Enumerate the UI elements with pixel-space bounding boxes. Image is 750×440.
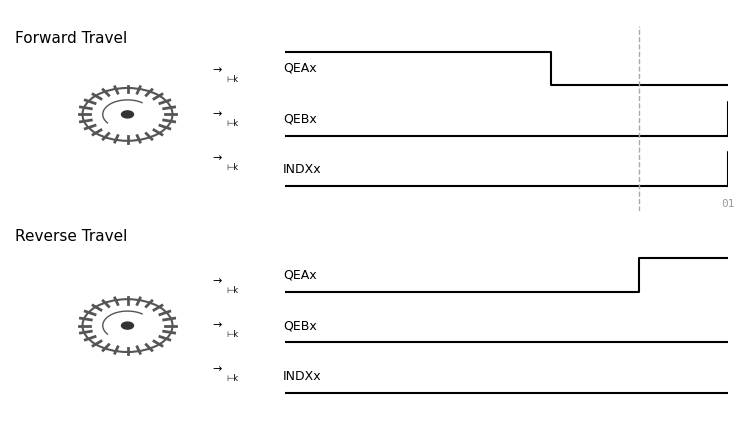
Text: →: → [213, 66, 222, 75]
Text: →: → [213, 365, 222, 374]
Text: ⊢k: ⊢k [226, 163, 238, 172]
Text: ⊢k: ⊢k [226, 286, 238, 295]
Text: Reverse Travel: Reverse Travel [15, 229, 128, 244]
Text: ⊢k: ⊢k [226, 374, 238, 383]
Text: →: → [213, 277, 222, 286]
Text: QEBx: QEBx [284, 319, 317, 332]
Text: ⊢k: ⊢k [226, 119, 238, 128]
Text: Forward Travel: Forward Travel [15, 31, 128, 46]
Text: QEBx: QEBx [284, 112, 317, 125]
Text: →: → [213, 321, 222, 330]
Text: →: → [213, 110, 222, 119]
Text: ⊢k: ⊢k [226, 75, 238, 84]
Text: QEAx: QEAx [284, 62, 316, 75]
Text: INDXx: INDXx [284, 163, 322, 176]
Text: QEAx: QEAx [284, 269, 316, 282]
Text: INDXx: INDXx [284, 370, 322, 382]
Text: ⊢k: ⊢k [226, 330, 238, 339]
Text: 01: 01 [721, 199, 734, 209]
Text: →: → [213, 154, 222, 163]
